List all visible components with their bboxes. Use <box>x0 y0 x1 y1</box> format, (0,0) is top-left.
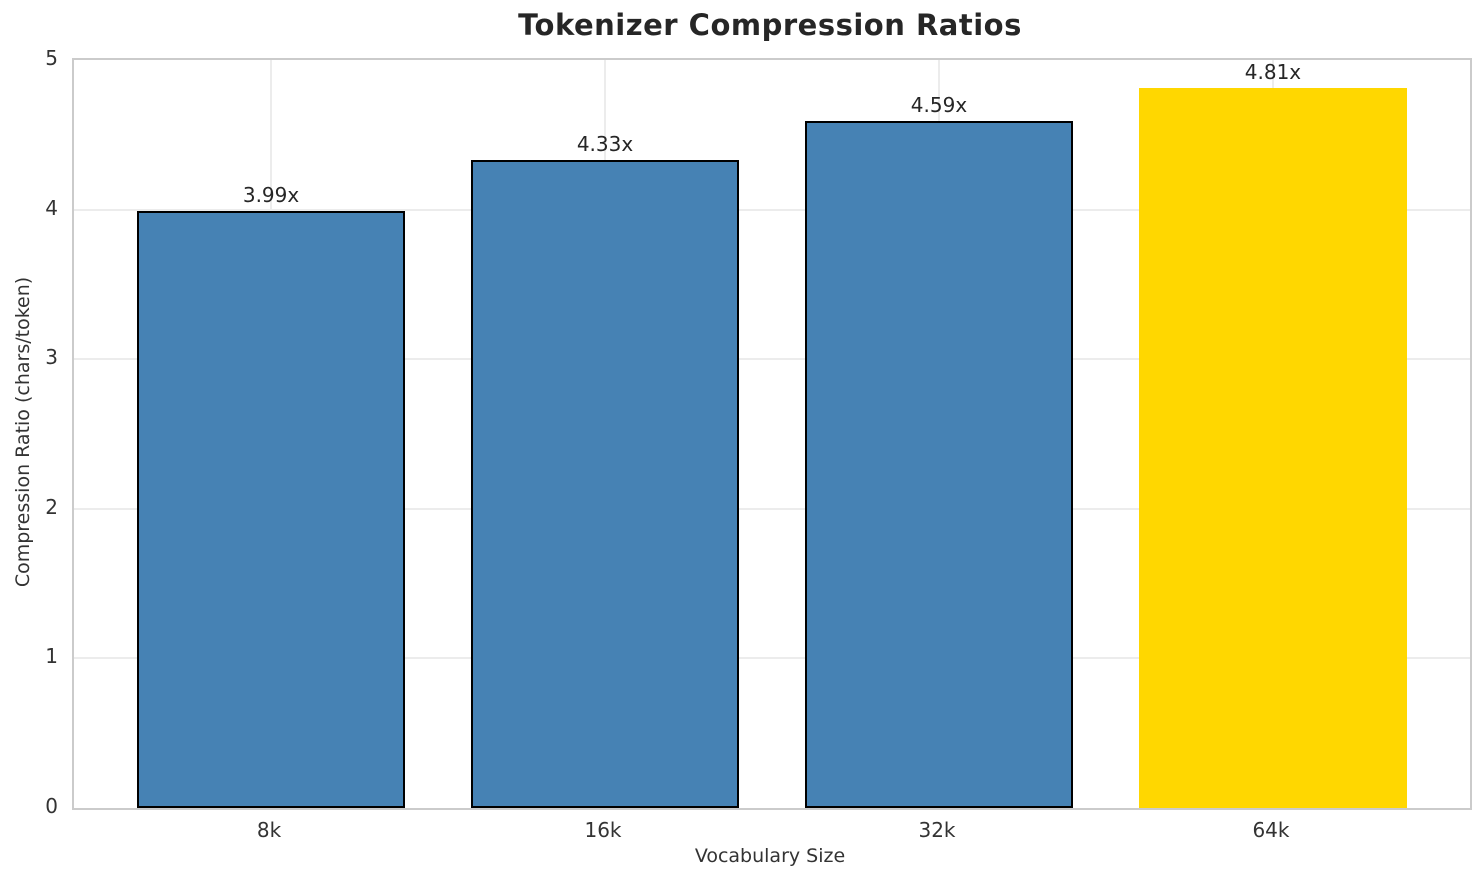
y-tick-label: 1 <box>45 644 58 669</box>
gridline-horizontal <box>74 358 1470 361</box>
x-tick-label-16k: 16k <box>584 818 622 842</box>
y-tick-label: 3 <box>45 345 58 370</box>
gridline-horizontal <box>74 208 1470 211</box>
bar-value-label: 4.59x <box>910 93 968 118</box>
bar-8k <box>137 211 405 808</box>
plot-area: 3.99x 4.33x 4.59x 4.81x <box>72 58 1472 810</box>
bar-64k <box>1139 88 1407 808</box>
y-tick-label: 2 <box>45 494 58 519</box>
x-axis-label: Vocabulary Size <box>694 845 846 867</box>
bar-32k <box>805 121 1073 808</box>
bar-value-label: 3.99x <box>242 183 300 208</box>
chart-title: Tokenizer Compression Ratios <box>518 8 1022 42</box>
y-axis-label: Compression Ratio (chars/token) <box>12 276 34 588</box>
x-tick-label-8k: 8k <box>256 818 282 842</box>
y-tick-label: 5 <box>45 46 58 70</box>
y-tick-label: 0 <box>45 794 58 818</box>
gridline-horizontal <box>74 657 1470 660</box>
y-tick-label: 4 <box>45 195 58 220</box>
gridline-horizontal <box>74 507 1470 510</box>
bar-16k <box>471 160 739 808</box>
x-tick-label-64k: 64k <box>1252 818 1290 842</box>
bar-value-label: 4.33x <box>576 132 634 157</box>
x-tick-label-32k: 32k <box>918 818 956 842</box>
bar-value-label: 4.81x <box>1244 60 1302 85</box>
